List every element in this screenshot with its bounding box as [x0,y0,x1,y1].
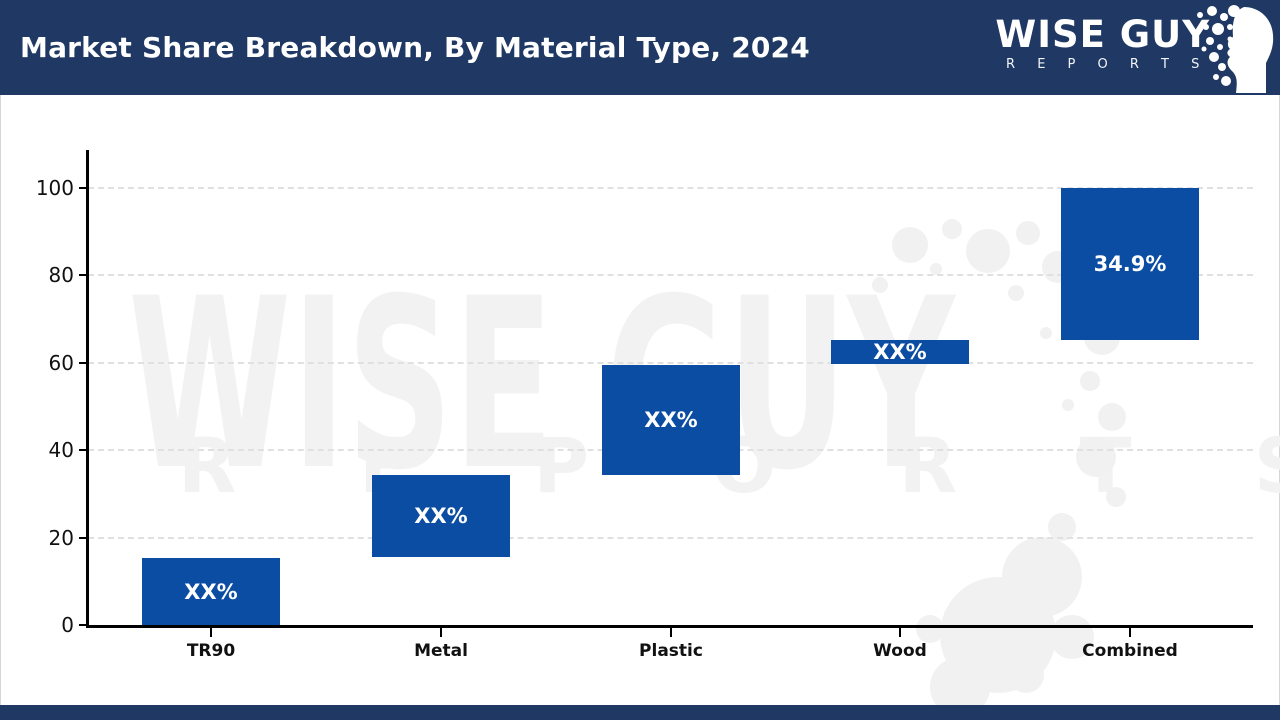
bar-value-label: XX% [184,579,238,604]
x-tick-label: Combined [1082,641,1178,661]
watermark-wordmark: WISE GUY [128,249,955,522]
watermark-face-icon [760,205,1200,717]
bar-metal: XX% [372,475,510,557]
y-tick-label: 20 [48,525,74,550]
y-tick-mark [79,361,88,364]
x-tick-mark [899,628,901,637]
x-tick-mark [1129,628,1131,637]
brand-face-icon [1186,3,1278,97]
y-tick-label: 0 [61,613,74,637]
y-tick-mark [79,536,88,539]
x-tick-label: Plastic [639,641,703,661]
gridline [88,274,1253,276]
bar-wood: XX% [831,339,969,365]
bar-combined: 34.9% [1061,187,1199,341]
y-tick-label: 40 [48,438,74,462]
y-tick-label: 100 [35,175,74,200]
y-tick-mark [79,186,88,189]
gridline [88,536,1253,539]
brand-logo-wordmark: WISE GUY [995,13,1210,56]
page-title: Market Share Breakdown, By Material Type… [20,31,810,64]
y-tick-label: 80 [48,263,74,287]
bar-value-label: XX% [873,340,927,364]
x-tick-mark [670,628,672,637]
y-tick-mark [79,449,88,451]
x-tick-label: TR90 [186,641,236,661]
gridline [88,186,1253,189]
gridline [88,361,1253,364]
x-axis-line [86,625,1253,628]
y-axis-line [86,150,89,627]
y-tick-label: 60 [48,350,74,375]
brand-logo-subtext: R E P O R T S [1006,56,1209,72]
x-tick-label: Wood [873,641,927,661]
footer-band [0,705,1280,720]
bar-value-label: 34.9% [1093,251,1167,276]
x-tick-mark [440,628,442,637]
header-band: Market Share Breakdown, By Material Type… [0,0,1280,95]
x-tick-label: Metal [414,641,468,661]
x-tick-mark [210,628,212,637]
y-tick-mark [79,274,88,276]
y-tick-mark [79,624,88,626]
bar-tr90: XX% [142,558,280,625]
bar-value-label: XX% [414,504,468,529]
bar-plastic: XX% [602,365,740,475]
bar-value-label: XX% [644,408,698,433]
brand-logo: WISE GUY R E P O R T S [995,13,1210,72]
